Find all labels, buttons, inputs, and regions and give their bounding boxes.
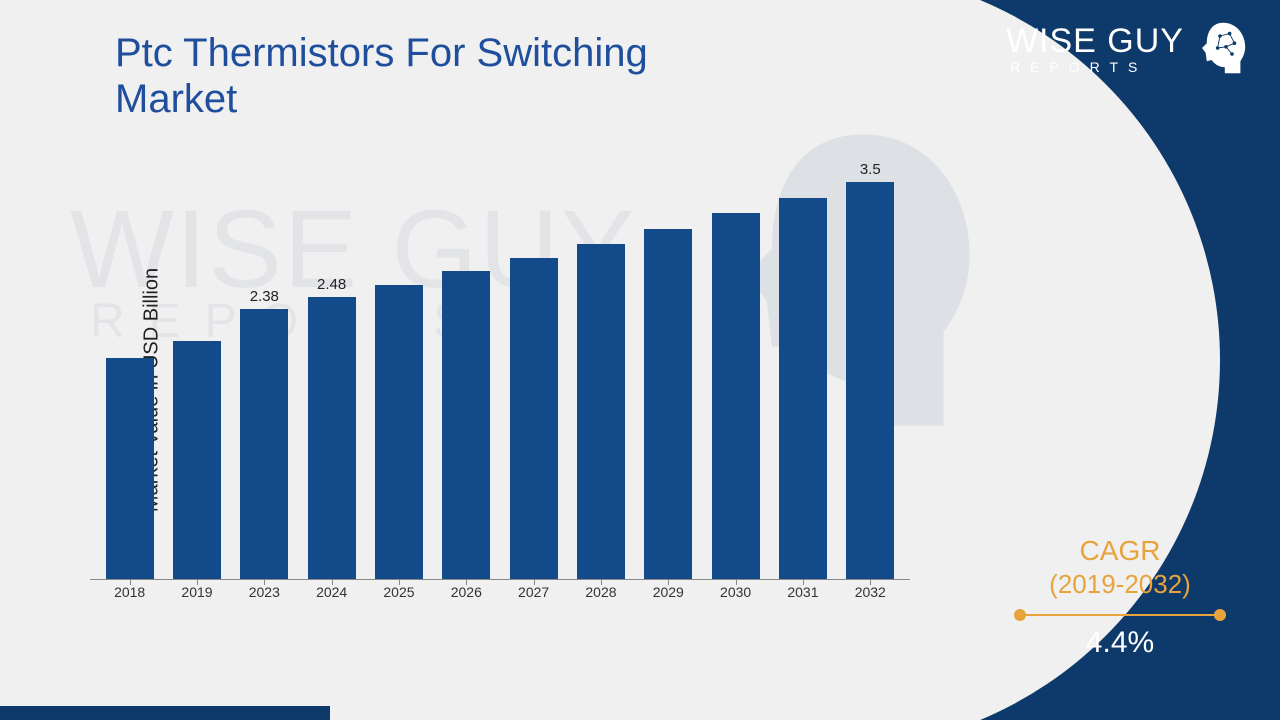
bar-wrap (99, 358, 161, 579)
bar (644, 229, 692, 579)
bar (510, 258, 558, 579)
bar (577, 244, 625, 579)
chart-area: Market Value in USD Billion 2.382.483.5 … (40, 160, 920, 620)
bar (375, 285, 423, 579)
x-tick-label: 2029 (637, 584, 699, 600)
x-tick-label: 2030 (705, 584, 767, 600)
bar-wrap (705, 213, 767, 579)
x-tick-label: 2028 (570, 584, 632, 600)
bar-value-label: 2.38 (250, 288, 279, 305)
bar (712, 213, 760, 579)
x-tick-label: 2027 (503, 584, 565, 600)
x-tick-label: 2023 (233, 584, 295, 600)
bar (442, 271, 490, 579)
cagr-block: CAGR (2019-2032) 4.4% (990, 535, 1250, 660)
bar (779, 198, 827, 579)
chart-title: Ptc Thermistors For Switching Market (115, 30, 755, 122)
x-tick-label: 2024 (301, 584, 363, 600)
bar-wrap: 2.48 (301, 297, 363, 579)
bar-wrap: 2.38 (233, 309, 295, 579)
brand-main: WISE GUY (1006, 22, 1184, 61)
plot: 2.382.483.5 (90, 160, 910, 580)
cagr-label: CAGR (990, 535, 1250, 567)
page: WISE GUY REPORTS CAGR (2019-2032) 4.4% W… (0, 0, 1280, 720)
cagr-divider (1020, 614, 1220, 616)
bar-wrap (166, 341, 228, 579)
x-tick-label: 2026 (435, 584, 497, 600)
brand-text: WISE GUY REPORTS (1006, 22, 1184, 75)
x-tick-label: 2031 (772, 584, 834, 600)
ai-head-icon (1190, 18, 1250, 78)
x-tick-label: 2025 (368, 584, 430, 600)
bar (240, 309, 288, 579)
x-tick-label: 2018 (99, 584, 161, 600)
bar-value-label: 3.5 (860, 161, 881, 178)
cagr-range: (2019-2032) (990, 569, 1250, 600)
bar-value-label: 2.48 (317, 276, 346, 293)
bars-container: 2.382.483.5 (90, 160, 910, 579)
bar-wrap (570, 244, 632, 579)
bottom-accent-bar (0, 706, 330, 720)
bar-wrap (368, 285, 430, 579)
brand-sub: REPORTS (1006, 59, 1184, 75)
bar-wrap (637, 229, 699, 579)
cagr-value: 4.4% (990, 626, 1250, 660)
bar-wrap (435, 271, 497, 579)
x-tick-label: 2032 (839, 584, 901, 600)
x-axis-labels: 2018 2019 2023 2024 2025 2026 2027 2028 2029 2030… (90, 584, 910, 600)
bar-wrap: 3.5 (839, 182, 901, 579)
brand-logo: WISE GUY REPORTS (1006, 18, 1250, 78)
bar-wrap (503, 258, 565, 579)
bar-wrap (772, 198, 834, 579)
bar (173, 341, 221, 579)
bar (846, 182, 894, 579)
bar (106, 358, 154, 579)
x-tick-label: 2019 (166, 584, 228, 600)
bar (308, 297, 356, 579)
